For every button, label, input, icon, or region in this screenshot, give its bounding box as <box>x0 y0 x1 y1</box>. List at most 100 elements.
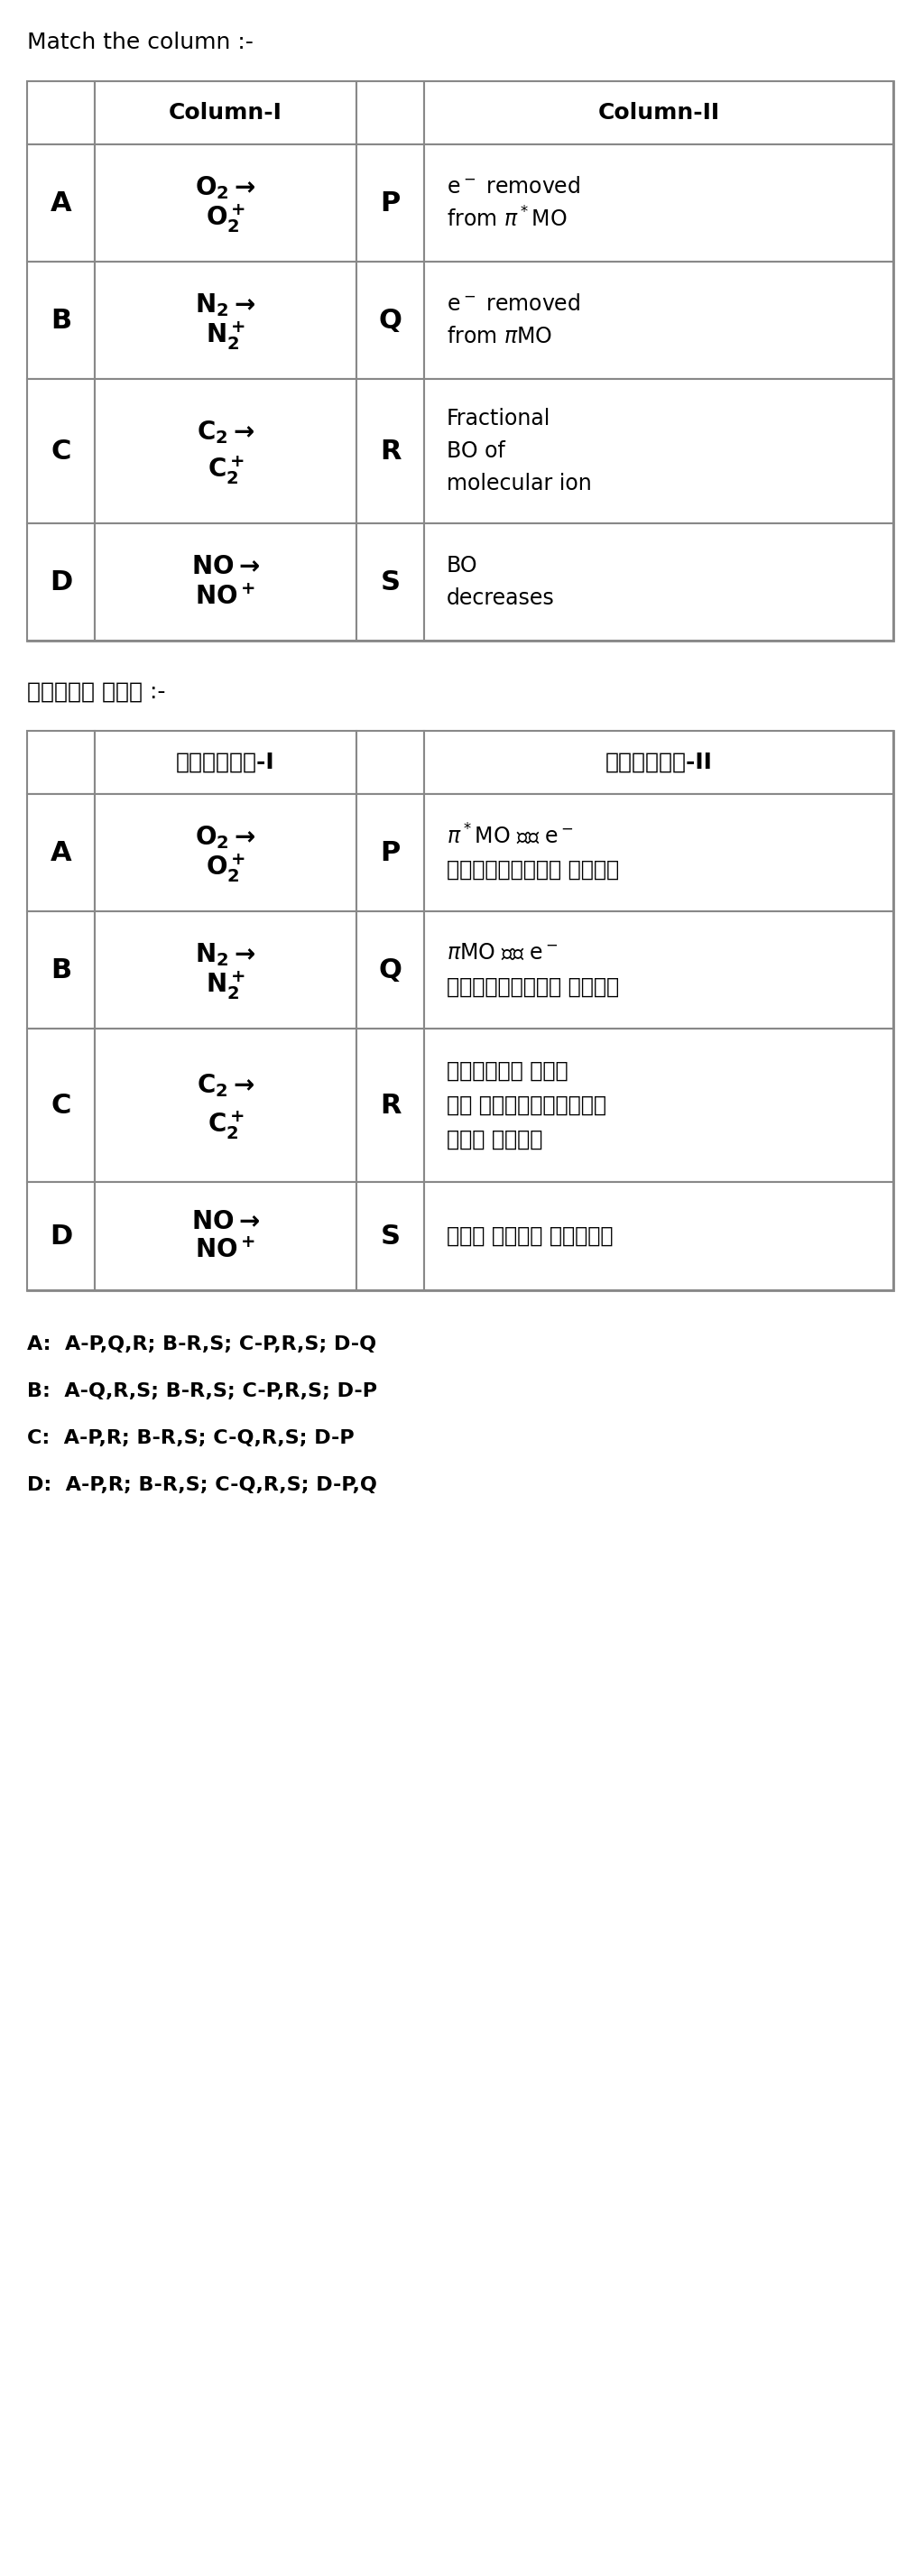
Text: B: B <box>51 307 71 332</box>
Text: $\mathbf{O_2^+}$: $\mathbf{O_2^+}$ <box>206 201 246 234</box>
Bar <box>95 144 357 263</box>
Text: निष्कासित होगा: निष्कासित होगा <box>446 858 619 881</box>
Text: $\mathbf{C_2^+}$: $\mathbf{C_2^+}$ <box>207 453 244 487</box>
Bar <box>27 1182 95 1291</box>
Bar <box>357 732 424 793</box>
Bar <box>357 144 424 263</box>
Text: S: S <box>381 569 400 595</box>
Text: $\mathbf{NO^+}$: $\mathbf{NO^+}$ <box>195 585 256 611</box>
Text: A:  A-P,Q,R; B-R,S; C-P,R,S; D-Q: A: A-P,Q,R; B-R,S; C-P,R,S; D-Q <box>27 1334 376 1352</box>
Bar <box>357 82 424 144</box>
Text: $\mathbf{C_2 \rightarrow}$: $\mathbf{C_2 \rightarrow}$ <box>197 420 255 446</box>
Bar <box>27 263 95 379</box>
Bar <box>95 732 357 793</box>
Text: $\mathbf{O_2^+}$: $\mathbf{O_2^+}$ <box>206 853 246 884</box>
Bar <box>27 793 95 912</box>
Bar <box>27 379 95 523</box>
Bar <box>27 1028 95 1182</box>
Bar <box>357 379 424 523</box>
Text: S: S <box>381 1224 400 1249</box>
Bar <box>95 82 357 144</box>
Text: R: R <box>380 438 401 464</box>
Bar <box>95 263 357 379</box>
Text: e$^-$ removed: e$^-$ removed <box>446 294 580 314</box>
Text: from $\pi^*$MO: from $\pi^*$MO <box>446 206 567 232</box>
Bar <box>357 523 424 641</box>
Text: स्तम्भ-II: स्तम्भ-II <box>605 752 712 773</box>
Text: C:  A-P,R; B-R,S; C-Q,R,S; D-P: C: A-P,R; B-R,S; C-Q,R,S; D-P <box>27 1430 354 1448</box>
Bar <box>424 523 894 641</box>
Bar <box>357 263 424 379</box>
Bar <box>424 1182 894 1291</box>
Text: C: C <box>51 438 71 464</box>
Bar <box>424 1028 894 1182</box>
Text: $\pi^*$MO से e$^-$: $\pi^*$MO से e$^-$ <box>446 824 574 848</box>
Text: Match the column :-: Match the column :- <box>27 31 253 54</box>
Bar <box>27 732 894 1291</box>
Text: $\mathbf{N_2^+}$: $\mathbf{N_2^+}$ <box>206 319 245 353</box>
Bar <box>95 912 357 1028</box>
Bar <box>95 379 357 523</box>
Text: $\mathbf{NO \rightarrow}$: $\mathbf{NO \rightarrow}$ <box>191 1208 260 1234</box>
Text: $\mathbf{O_2 \rightarrow}$: $\mathbf{O_2 \rightarrow}$ <box>195 175 256 201</box>
Text: BO of: BO of <box>446 440 505 461</box>
Text: D:  A-P,R; B-R,S; C-Q,R,S; D-P,Q: D: A-P,R; B-R,S; C-Q,R,S; D-P,Q <box>27 1476 377 1494</box>
Bar <box>27 732 95 793</box>
Text: Q: Q <box>379 956 402 984</box>
Bar <box>95 793 357 912</box>
Text: का भिन्नात्मक: का भिन्नात्मक <box>446 1095 606 1115</box>
Text: Fractional: Fractional <box>446 407 551 430</box>
Text: from $\pi$MO: from $\pi$MO <box>446 325 553 348</box>
Text: A: A <box>50 191 71 216</box>
Text: $\mathbf{N_2 \rightarrow}$: $\mathbf{N_2 \rightarrow}$ <box>195 291 256 319</box>
Bar <box>95 523 357 641</box>
Text: $\mathbf{C_2 \rightarrow}$: $\mathbf{C_2 \rightarrow}$ <box>197 1072 255 1100</box>
Bar <box>424 732 894 793</box>
Text: P: P <box>380 191 400 216</box>
Bar <box>357 1182 424 1291</box>
Text: $\mathbf{NO \rightarrow}$: $\mathbf{NO \rightarrow}$ <box>191 554 260 580</box>
Bar <box>95 1028 357 1182</box>
Bar <box>424 82 894 144</box>
Bar <box>27 523 95 641</box>
Text: P: P <box>380 840 400 866</box>
Text: मिलान करो :-: मिलान करो :- <box>27 680 165 703</box>
Text: $\mathbf{N_2^+}$: $\mathbf{N_2^+}$ <box>206 969 245 1002</box>
Text: स्तम्भ-I: स्तम्भ-I <box>176 752 275 773</box>
Text: $\mathbf{N_2 \rightarrow}$: $\mathbf{N_2 \rightarrow}$ <box>195 940 256 969</box>
Bar <box>27 912 95 1028</box>
Text: $\pi$MO से e$^-$: $\pi$MO से e$^-$ <box>446 943 558 963</box>
Text: $\mathbf{NO^+}$: $\mathbf{NO^+}$ <box>195 1236 256 1262</box>
Text: decreases: decreases <box>446 587 554 608</box>
Text: A: A <box>50 840 71 866</box>
Bar <box>357 912 424 1028</box>
Bar <box>424 144 894 263</box>
Text: BO: BO <box>446 554 478 577</box>
Text: निष्कासित होगा: निष्कासित होगा <box>446 976 619 997</box>
Bar <box>27 144 95 263</box>
Bar <box>95 1182 357 1291</box>
Text: Column-II: Column-II <box>598 103 720 124</box>
Text: $\mathbf{C_2^+}$: $\mathbf{C_2^+}$ <box>207 1110 244 1141</box>
Bar <box>357 1028 424 1182</box>
Bar <box>424 793 894 912</box>
Text: C: C <box>51 1092 71 1118</box>
Bar <box>424 912 894 1028</box>
Bar <box>357 793 424 912</box>
Text: B: B <box>51 956 71 984</box>
Text: बंध क्रम: बंध क्रम <box>446 1128 542 1151</box>
Bar <box>27 82 894 641</box>
Text: R: R <box>380 1092 401 1118</box>
Text: D: D <box>50 569 72 595</box>
Bar <box>27 82 95 144</box>
Bar <box>424 379 894 523</box>
Text: e$^-$ removed: e$^-$ removed <box>446 175 580 198</box>
Text: molecular ion: molecular ion <box>446 474 591 495</box>
Text: बंध क्रम घटेगा: बंध क्रम घटेगा <box>446 1226 614 1247</box>
Text: B:  A-Q,R,S; B-R,S; C-P,R,S; D-P: B: A-Q,R,S; B-R,S; C-P,R,S; D-P <box>27 1383 377 1401</box>
Text: आण्विक आयन: आण्विक आयन <box>446 1061 568 1082</box>
Text: $\mathbf{O_2 \rightarrow}$: $\mathbf{O_2 \rightarrow}$ <box>195 824 256 850</box>
Text: Column-I: Column-I <box>169 103 283 124</box>
Text: D: D <box>50 1224 72 1249</box>
Bar <box>424 263 894 379</box>
